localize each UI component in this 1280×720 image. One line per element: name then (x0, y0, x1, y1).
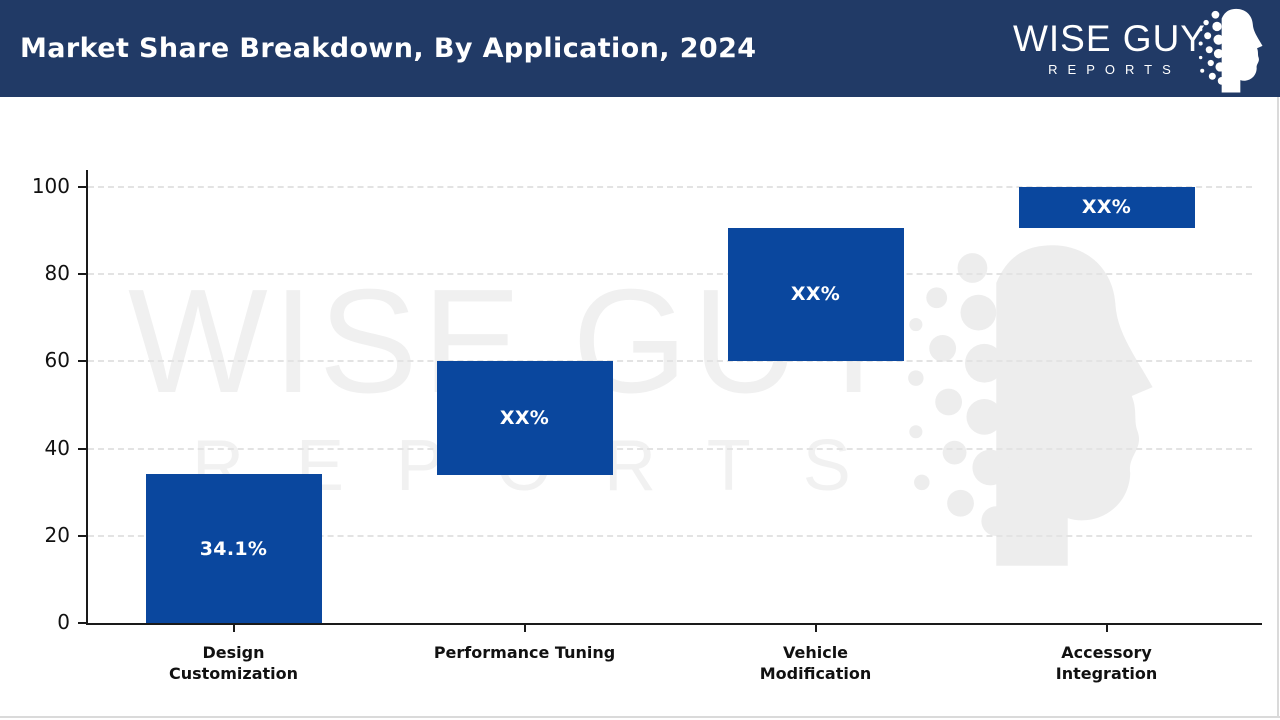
figure-bottom-border (0, 716, 1280, 718)
bar-value-label: XX% (499, 406, 550, 429)
x-category-label: Accessory Integration (967, 642, 1247, 685)
logo-subtitle: REPORTS (1048, 62, 1181, 77)
x-category-label: Performance Tuning (385, 642, 665, 663)
bar-segment: XX% (727, 227, 904, 361)
gridline (88, 447, 1252, 450)
x-category-label-line: Customization (168, 664, 299, 684)
logo-wordmark: WISE GUY (1012, 18, 1206, 59)
x-category-label-line: Design (202, 643, 265, 662)
logo-text: WISE GUY REPORTS (1013, 20, 1206, 77)
gridline (88, 534, 1252, 537)
y-tick-label: 0 (57, 610, 70, 634)
x-category-label-line: Performance Tuning (433, 643, 616, 662)
plot-area: 0 20 40 60 80 100 34.1% Design Customization XX% P… (32, 170, 1262, 683)
y-tick-mark (78, 534, 86, 537)
bar-segment: 34.1% (145, 474, 322, 623)
x-axis-spine (86, 623, 1262, 625)
x-category-label-line: Integration (1055, 664, 1158, 684)
bar-value-label: XX% (790, 283, 841, 306)
gridline (88, 273, 1252, 276)
y-tick-mark (78, 622, 86, 624)
x-category-label-line: Accessory (1061, 643, 1152, 662)
x-tick-mark (1105, 625, 1108, 632)
x-tick-mark (232, 625, 235, 632)
y-tick-label: 60 (44, 348, 70, 373)
x-tick-mark (814, 625, 817, 632)
y-tick-label: 20 (44, 522, 70, 547)
y-tick-label: 80 (44, 261, 70, 286)
gridline (88, 360, 1252, 363)
y-tick-mark (78, 186, 86, 188)
x-tick-mark (523, 625, 526, 632)
bar-segment: XX% (1018, 187, 1195, 228)
bar-value-label: XX% (1081, 196, 1132, 219)
x-category-label-line: Modification (759, 664, 872, 684)
x-category-label: Vehicle Modification (676, 642, 956, 685)
x-category-label: Design Customization (94, 642, 374, 685)
gridline (88, 186, 1252, 188)
figure-right-border (1277, 97, 1279, 718)
chart-title: Market Share Breakdown, By Application, … (20, 33, 757, 64)
x-category-label-line: Vehicle (782, 643, 849, 662)
y-tick-label: 40 (44, 435, 70, 460)
bar-value-label: 34.1% (199, 537, 268, 560)
y-tick-mark (78, 273, 86, 276)
wise-guy-logo: WISE GUY REPORTS (1013, 5, 1266, 93)
header: Market Share Breakdown, By Application, … (0, 0, 1280, 97)
y-tick-label: 100 (31, 174, 70, 198)
y-tick-mark (78, 447, 86, 450)
bar-segment: XX% (436, 360, 613, 476)
dotted-head-profile-icon (1198, 8, 1263, 93)
y-tick-mark (78, 360, 86, 363)
y-axis-spine (86, 170, 88, 625)
